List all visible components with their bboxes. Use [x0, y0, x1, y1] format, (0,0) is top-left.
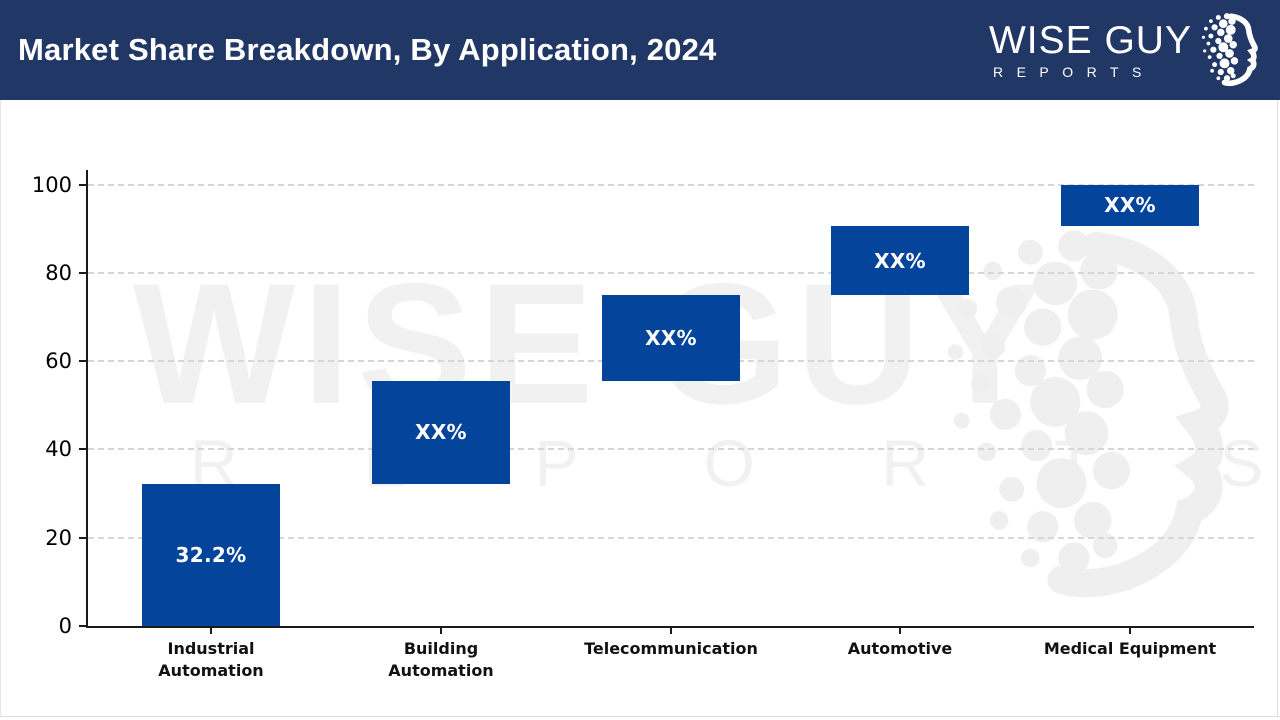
gridline-80 [88, 271, 1254, 274]
y-tick-label: 100 [31, 172, 72, 197]
x-tick [1129, 628, 1131, 634]
y-tick-label: 40 [45, 437, 72, 462]
y-tick [79, 448, 86, 451]
x-tick [670, 628, 672, 634]
y-tick [79, 271, 86, 274]
x-category-label: Telecommunication [584, 639, 758, 658]
y-tick [79, 183, 86, 186]
gridline-100 [88, 183, 1254, 186]
bar-5: XX% [1061, 184, 1199, 227]
frame-line-bottom [0, 716, 1280, 717]
gridline-40 [88, 448, 1254, 451]
x-tick [899, 628, 901, 634]
y-tick-label: 20 [45, 525, 72, 550]
bar-2: XX% [372, 380, 510, 484]
logo-text: WISE GUY REPORTS [989, 21, 1192, 80]
x-category-label: Building Automation [388, 639, 494, 680]
bar-1: 32.2% [142, 483, 280, 626]
bar-value-label: 32.2% [175, 542, 247, 567]
page-title: Market Share Breakdown, By Application, … [18, 32, 717, 67]
header: Market Share Breakdown, By Application, … [0, 0, 1280, 100]
x-category-label: Industrial Automation [158, 639, 264, 680]
bar-value-label: XX% [645, 325, 697, 350]
frame-line-left [0, 100, 1, 717]
y-tick [79, 625, 86, 627]
x-tick [210, 628, 212, 634]
x-tick [440, 628, 442, 634]
bar-value-label: XX% [874, 248, 926, 273]
y-tick-label: 80 [45, 260, 72, 285]
y-tick [79, 360, 86, 363]
bar-value-label: XX% [1104, 193, 1156, 218]
logo-subtitle: REPORTS [992, 63, 1155, 80]
bar-4: XX% [831, 226, 969, 295]
y-tick-label: 60 [45, 349, 72, 374]
x-category-label: Medical Equipment [1043, 639, 1217, 658]
x-axis [86, 626, 1254, 628]
bar-3: XX% [602, 294, 740, 381]
wiseguy-head-icon [1196, 9, 1258, 91]
y-tick-label: 0 [58, 614, 72, 638]
y-axis [86, 170, 88, 628]
gridline-20 [88, 536, 1254, 539]
y-tick [79, 536, 86, 539]
logo-wordmark: WISE GUY [988, 18, 1192, 62]
wiseguy-logo: WISE GUY REPORTS [989, 9, 1258, 91]
bar-value-label: XX% [415, 420, 467, 445]
x-category-label: Automotive [847, 639, 953, 658]
frame-line-right [1277, 100, 1278, 717]
